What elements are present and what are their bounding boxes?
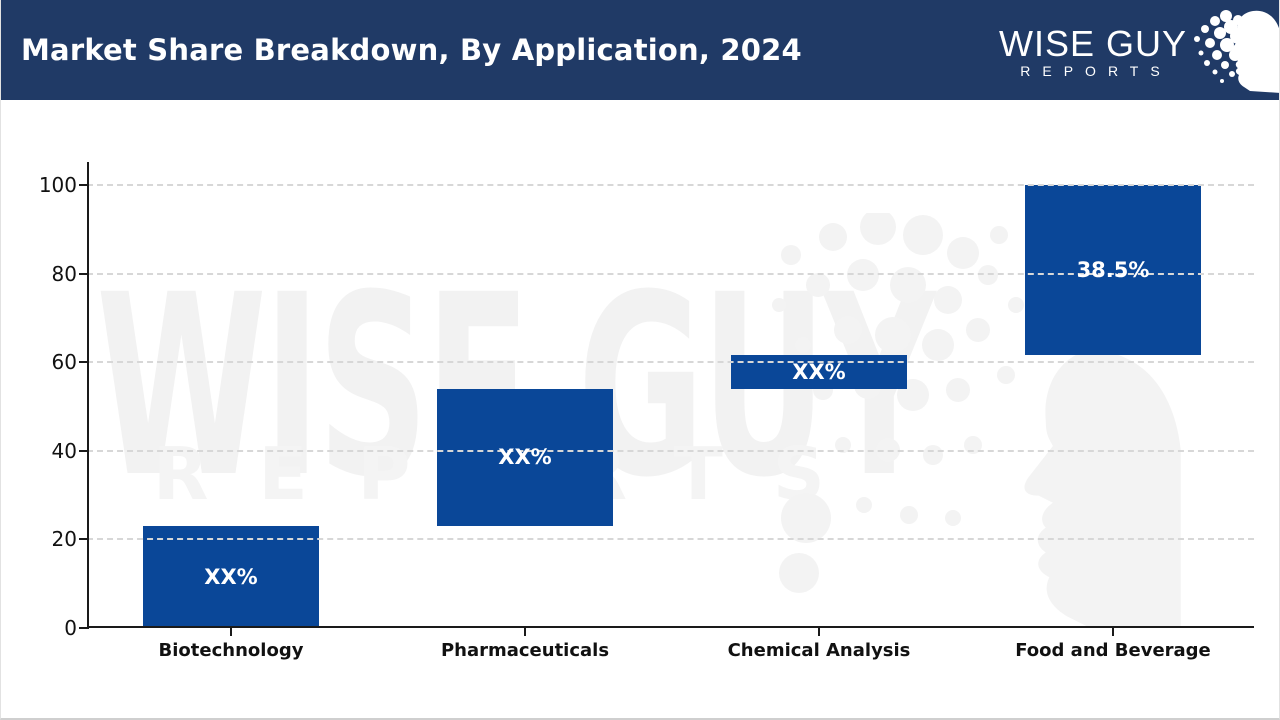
- y-tick-100: [79, 184, 87, 186]
- x-tick-food-and-beverage: [1112, 628, 1114, 636]
- gridline-100: [87, 184, 1254, 186]
- x-tick-label-pharmaceuticals: Pharmaceuticals: [440, 639, 610, 661]
- bar-pharmaceuticals: [437, 388, 613, 526]
- x-tick-chemical-analysis: [818, 628, 820, 636]
- header: Market Share Breakdown, By Application, …: [1, 0, 1279, 100]
- logo-subtitle: REPORTS: [1020, 63, 1172, 80]
- bar-food-and-beverage: [1025, 185, 1201, 356]
- x-tick-biotechnology: [230, 628, 232, 636]
- chart-title: Market Share Breakdown, By Application, …: [21, 33, 802, 67]
- y-axis-line: [87, 162, 89, 629]
- bar-label-chemical-analysis: XX%: [792, 359, 846, 384]
- y-tick-60: [79, 361, 87, 363]
- x-tick-label-chemical-analysis: Chemical Analysis: [727, 639, 911, 661]
- y-tick-label-60: 60: [51, 350, 77, 374]
- bar-label-biotechnology: XX%: [204, 564, 258, 589]
- x-axis-line: [87, 626, 1254, 628]
- y-tick-label-40: 40: [51, 438, 77, 463]
- bar-label-pharmaceuticals: XX%: [498, 445, 552, 470]
- y-tick-20: [79, 538, 87, 540]
- bar-biotechnology: [143, 525, 319, 628]
- x-tick-pharmaceuticals: [524, 628, 526, 636]
- logo-face-icon: [1194, 10, 1279, 93]
- watermark-face-icon: [772, 213, 1181, 627]
- y-tick-label-0: 0: [64, 615, 77, 640]
- gridline-80: [87, 272, 1254, 275]
- y-tick-40: [79, 449, 87, 452]
- wiseguy-logo: WISE GUY REPORTS: [998, 6, 1279, 98]
- x-tick-label-biotechnology: Biotechnology: [158, 639, 304, 661]
- logo-wordmark: WISE GUY: [998, 22, 1187, 64]
- logo-text: WISE GUY REPORTS: [998, 22, 1187, 80]
- y-tick-label-20: 20: [51, 527, 77, 551]
- bar-chemical-analysis: [731, 355, 907, 389]
- x-tick-label-food-and-beverage: Food and Beverage: [1015, 639, 1211, 661]
- y-tick-label-100: 100: [38, 173, 77, 197]
- y-tick-label-80: 80: [51, 261, 77, 286]
- bar-label-food-and-beverage: 38.5%: [1076, 258, 1150, 283]
- gridline-40: [87, 449, 1254, 452]
- y-tick-0: [79, 626, 87, 629]
- gridline-60: [87, 361, 1254, 363]
- y-tick-80: [79, 272, 87, 275]
- gridline-20: [87, 538, 1254, 540]
